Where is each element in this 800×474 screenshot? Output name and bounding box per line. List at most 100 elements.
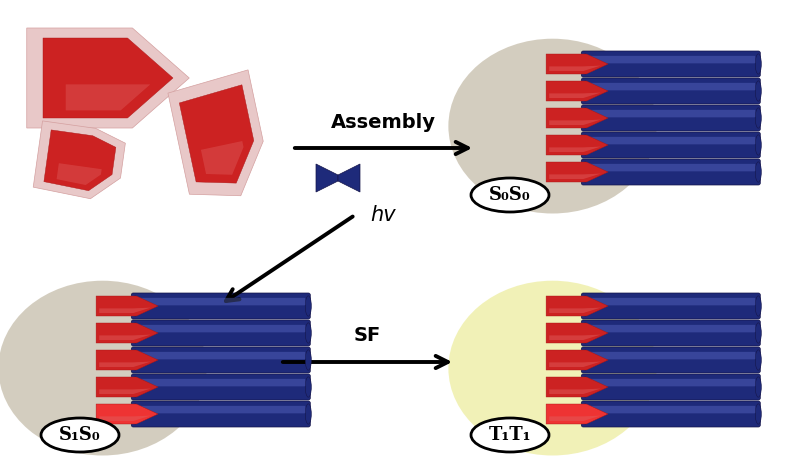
Ellipse shape [755,296,762,316]
Ellipse shape [755,54,762,74]
Polygon shape [546,323,608,343]
FancyBboxPatch shape [582,51,760,77]
Text: S₀S₀: S₀S₀ [489,186,531,204]
Ellipse shape [471,178,549,212]
FancyBboxPatch shape [586,83,755,91]
Ellipse shape [582,162,588,182]
FancyBboxPatch shape [586,325,755,332]
Polygon shape [96,296,158,316]
Text: SF: SF [354,326,381,345]
Text: T₁T₁: T₁T₁ [489,426,531,444]
Polygon shape [549,173,601,179]
Text: Assembly: Assembly [330,113,435,132]
FancyBboxPatch shape [586,56,755,64]
Polygon shape [99,416,150,421]
FancyBboxPatch shape [586,352,755,359]
FancyBboxPatch shape [136,298,306,305]
FancyBboxPatch shape [131,293,310,319]
Polygon shape [338,164,360,192]
Ellipse shape [755,323,762,343]
Polygon shape [549,389,601,394]
FancyBboxPatch shape [136,406,306,413]
FancyBboxPatch shape [582,105,760,131]
Polygon shape [96,350,158,370]
FancyBboxPatch shape [586,298,755,305]
Polygon shape [34,121,126,199]
Ellipse shape [306,350,311,370]
Polygon shape [57,163,102,185]
Ellipse shape [582,135,588,155]
Polygon shape [546,54,608,74]
Polygon shape [549,92,601,98]
Polygon shape [546,81,608,101]
Polygon shape [546,350,608,370]
Ellipse shape [755,377,762,397]
FancyBboxPatch shape [586,164,755,171]
Polygon shape [549,146,601,152]
Ellipse shape [582,81,588,101]
FancyBboxPatch shape [582,347,760,373]
Ellipse shape [755,108,762,128]
FancyBboxPatch shape [582,159,760,185]
Ellipse shape [755,350,762,370]
Polygon shape [66,84,150,110]
Polygon shape [546,296,608,316]
FancyBboxPatch shape [136,325,306,332]
Ellipse shape [755,81,762,101]
Polygon shape [546,162,608,182]
Ellipse shape [582,108,588,128]
Ellipse shape [132,296,138,316]
Text: hv: hv [370,205,396,225]
Ellipse shape [132,323,138,343]
Ellipse shape [132,404,138,424]
Polygon shape [99,335,150,340]
Ellipse shape [306,296,311,316]
Ellipse shape [582,350,588,370]
Ellipse shape [306,323,311,343]
Polygon shape [43,38,173,118]
FancyBboxPatch shape [131,374,310,400]
Polygon shape [44,130,116,191]
Ellipse shape [132,350,138,370]
Text: S₁S₀: S₁S₀ [59,426,101,444]
Polygon shape [549,335,601,340]
FancyBboxPatch shape [136,352,306,359]
Ellipse shape [582,404,588,424]
Polygon shape [96,404,158,424]
FancyBboxPatch shape [586,406,755,413]
FancyBboxPatch shape [586,379,755,386]
Ellipse shape [582,323,588,343]
FancyBboxPatch shape [586,110,755,118]
Ellipse shape [471,418,549,452]
Polygon shape [546,108,608,128]
Ellipse shape [132,377,138,397]
FancyBboxPatch shape [131,347,310,373]
Polygon shape [96,323,158,343]
Polygon shape [99,389,150,394]
Polygon shape [96,377,158,397]
Ellipse shape [306,377,311,397]
Polygon shape [201,141,243,175]
Polygon shape [99,308,150,313]
FancyBboxPatch shape [582,78,760,104]
Ellipse shape [755,162,762,182]
Ellipse shape [0,281,206,456]
FancyBboxPatch shape [131,320,310,346]
Ellipse shape [41,418,119,452]
Ellipse shape [755,404,762,424]
FancyBboxPatch shape [582,374,760,400]
FancyBboxPatch shape [586,137,755,145]
Ellipse shape [448,39,657,213]
Polygon shape [546,135,608,155]
Polygon shape [99,362,150,367]
Polygon shape [168,70,263,196]
Polygon shape [179,85,254,183]
FancyBboxPatch shape [582,320,760,346]
FancyBboxPatch shape [582,401,760,427]
FancyBboxPatch shape [582,293,760,319]
Ellipse shape [582,377,588,397]
FancyBboxPatch shape [136,379,306,386]
Polygon shape [546,377,608,397]
Polygon shape [546,404,608,424]
Polygon shape [316,164,338,192]
